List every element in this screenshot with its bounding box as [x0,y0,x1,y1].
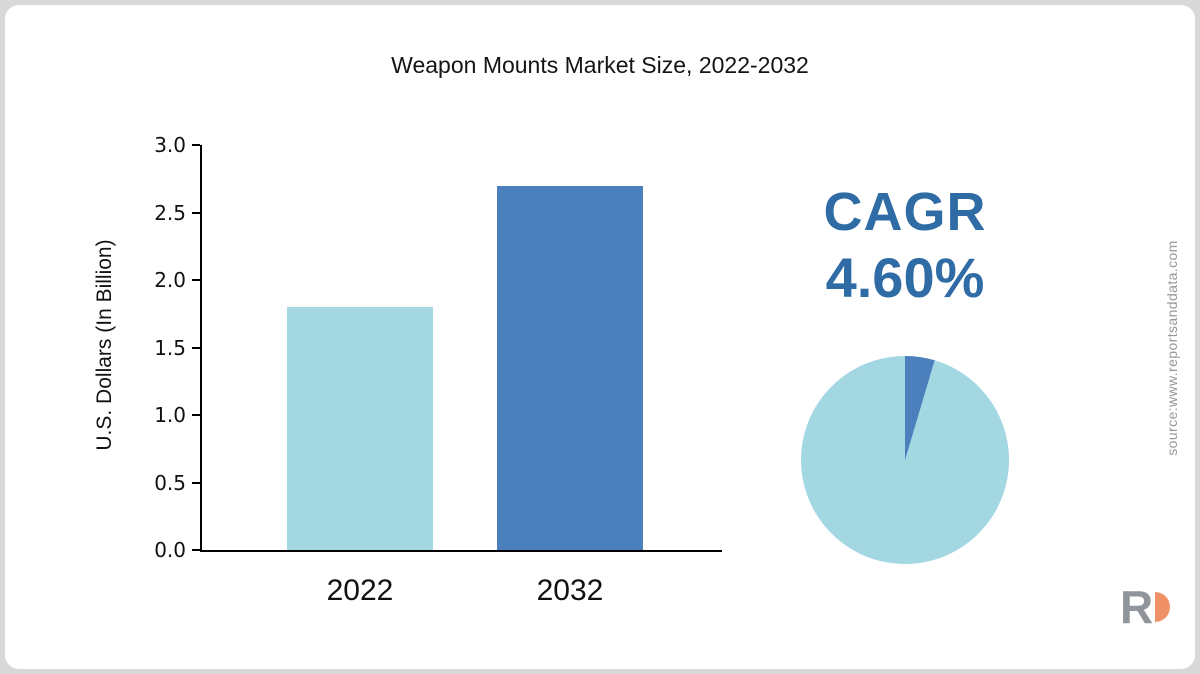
source-note: source:www.reportsanddata.com [1164,240,1180,456]
logo-letter: R [1120,581,1154,633]
cagr-block: CAGR 4.60% [783,184,1027,307]
pie-slice-cagr [905,356,935,460]
y-axis-tick-label: 2.0 [154,268,186,292]
y-axis-tick-label: 0.5 [154,470,186,495]
bar-2032 [497,185,643,550]
cagr-value: 4.60% [825,245,985,309]
y-axis-tick-mark [192,279,200,281]
y-axis-title: U.S. Dollars (In Billion) [93,239,116,451]
pie-chart [801,356,1009,564]
y-axis-tick-mark [192,211,200,214]
y-axis-tick-mark [192,144,200,146]
y-axis-tick-mark [192,549,200,551]
logo-accent [1155,592,1171,622]
x-axis-category-label: 2032 [536,574,604,607]
chart-title: Weapon Mounts Market Size, 2022-2032 [391,52,809,78]
y-axis-tick-mark [192,481,200,484]
cagr-label: CAGR [823,182,987,242]
y-axis-tick-mark [192,414,200,416]
y-axis-tick-label: 1.0 [154,403,186,427]
y-axis-tick-label: 0.0 [154,538,186,562]
bar-2022 [287,307,433,550]
bar-chart-plot-area: 0.0 0.5 1.0 1.5 2.0 2.5 3.0 2022 2032 [154,133,722,607]
reports-and-data-logo: R [1120,581,1171,633]
y-axis-tick-label: 2.5 [154,200,186,225]
x-axis-category-label: 2022 [326,574,394,607]
y-axis-tick-label: 1.5 [154,335,186,360]
y-axis-tick-label: 3.0 [154,133,186,157]
y-axis-tick-mark [192,346,200,349]
